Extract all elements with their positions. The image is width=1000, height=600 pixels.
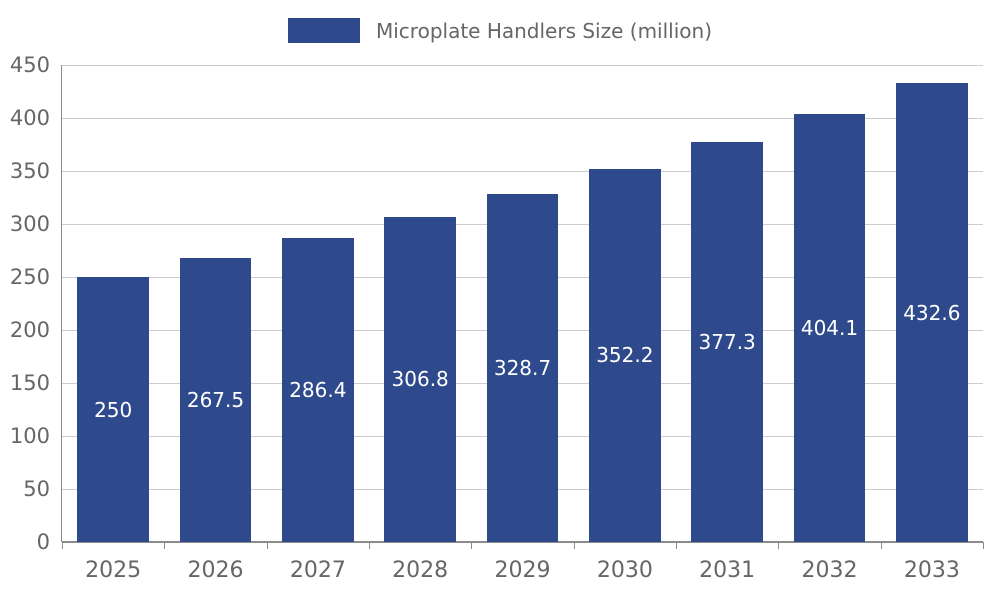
y-tick-label: 350 bbox=[9, 159, 50, 183]
bar-value-label: 432.6 bbox=[903, 300, 961, 325]
x-tick-mark bbox=[164, 542, 166, 549]
y-tick-label: 450 bbox=[9, 53, 50, 77]
y-tick-label: 300 bbox=[9, 212, 50, 236]
x-axis-line bbox=[62, 541, 983, 543]
x-tick-mark bbox=[471, 542, 473, 549]
x-tick-label: 2027 bbox=[289, 558, 346, 583]
x-tick-label: 2028 bbox=[392, 558, 449, 583]
bar-2031: 377.3 bbox=[691, 142, 763, 542]
y-tick-label: 200 bbox=[9, 318, 50, 342]
x-tick-label: 2025 bbox=[85, 558, 142, 583]
bar-2028: 306.8 bbox=[384, 216, 456, 542]
x-tick-label: 2032 bbox=[801, 558, 858, 583]
bar-value-label: 352.2 bbox=[596, 343, 654, 368]
x-tick-mark bbox=[778, 542, 780, 549]
x-tick-mark bbox=[880, 542, 882, 549]
x-tick-mark bbox=[983, 542, 984, 549]
legend-label: Microplate Handlers Size (million) bbox=[375, 18, 712, 43]
x-tick-label: 2029 bbox=[494, 558, 551, 583]
x-tick-label: 2033 bbox=[903, 558, 960, 583]
bar-value-label: 328.7 bbox=[493, 355, 552, 380]
x-tick-mark bbox=[62, 542, 63, 549]
bar-2032: 404.1 bbox=[793, 113, 866, 542]
bar-2027: 286.4 bbox=[282, 238, 354, 542]
y-tick-label: 100 bbox=[9, 424, 50, 448]
y-tick-label: 150 bbox=[9, 371, 50, 395]
gridline bbox=[62, 171, 983, 172]
x-tick-mark bbox=[266, 542, 268, 549]
bar-value-label: 267.5 bbox=[186, 388, 245, 413]
bar-value-label: 286.4 bbox=[289, 378, 347, 403]
y-tick-label: 50 bbox=[23, 477, 50, 501]
bar-2033: 432.6 bbox=[896, 83, 968, 542]
gridline bbox=[62, 65, 983, 66]
legend-swatch bbox=[287, 18, 360, 43]
x-tick-label: 2026 bbox=[187, 558, 244, 583]
y-tick-label: 0 bbox=[36, 530, 50, 554]
x-tick-label: 2031 bbox=[699, 558, 756, 583]
gridline bbox=[62, 118, 983, 119]
bar-2025: 250 bbox=[77, 277, 149, 542]
bar-2029: 328.7 bbox=[486, 193, 559, 542]
bar-2030: 352.2 bbox=[589, 168, 661, 542]
bar-2026: 267.5 bbox=[179, 258, 252, 542]
legend: Microplate Handlers Size (million) bbox=[0, 18, 1000, 43]
x-tick-mark bbox=[369, 542, 370, 549]
x-tick-mark bbox=[676, 542, 677, 549]
bar-value-label: 250 bbox=[94, 397, 133, 422]
x-tick-label: 2030 bbox=[596, 558, 653, 583]
y-axis-line bbox=[61, 65, 62, 542]
bar-value-label: 404.1 bbox=[800, 315, 859, 340]
y-tick-label: 250 bbox=[9, 265, 50, 289]
bar-value-label: 306.8 bbox=[391, 367, 449, 392]
plot-area: 0 50 100 150 200 250 300 350 400 450 250 2025 267.5 2… bbox=[10, 53, 984, 583]
y-tick-label: 400 bbox=[9, 106, 50, 130]
bar-value-label: 377.3 bbox=[698, 330, 756, 355]
x-tick-mark bbox=[573, 542, 575, 549]
